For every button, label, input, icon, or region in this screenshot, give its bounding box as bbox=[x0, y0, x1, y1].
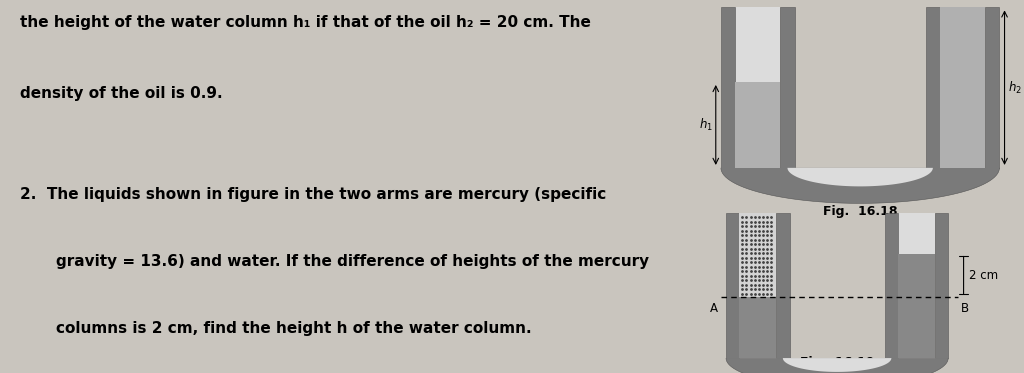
Bar bbox=[776, 213, 790, 358]
Text: 2.  The liquids shown in figure in the two arms are mercury (specific: 2. The liquids shown in figure in the tw… bbox=[20, 186, 607, 201]
Text: Fig.  16.18: Fig. 16.18 bbox=[823, 205, 897, 218]
Text: $h_2$: $h_2$ bbox=[1008, 79, 1022, 96]
Bar bbox=[940, 7, 985, 168]
Bar bbox=[735, 82, 780, 168]
Bar bbox=[739, 213, 776, 358]
Bar bbox=[898, 213, 935, 358]
PathPatch shape bbox=[782, 358, 891, 372]
Text: $h_1$: $h_1$ bbox=[698, 117, 713, 133]
Text: B: B bbox=[961, 302, 969, 315]
Bar bbox=[885, 213, 898, 358]
Text: gravity = 13.6) and water. If the difference of heights of the mercury: gravity = 13.6) and water. If the differ… bbox=[56, 254, 649, 269]
Text: A: A bbox=[710, 302, 718, 315]
Bar bbox=[985, 7, 999, 168]
Bar bbox=[898, 254, 935, 358]
PathPatch shape bbox=[721, 168, 999, 203]
Bar bbox=[735, 7, 780, 168]
Bar bbox=[780, 7, 795, 168]
Bar bbox=[926, 7, 940, 168]
Bar bbox=[935, 213, 948, 358]
Text: columns is 2 cm, find the height h of the water column.: columns is 2 cm, find the height h of th… bbox=[56, 321, 531, 336]
Bar bbox=[940, 7, 985, 168]
Bar bbox=[739, 297, 776, 358]
Bar bbox=[739, 213, 776, 297]
Text: 2 cm: 2 cm bbox=[969, 269, 997, 282]
PathPatch shape bbox=[787, 168, 933, 186]
PathPatch shape bbox=[726, 358, 948, 373]
Text: density of the oil is 0.9.: density of the oil is 0.9. bbox=[20, 86, 223, 101]
Bar bbox=[721, 7, 735, 168]
Text: the height of the water column h₁ if that of the oil h₂ = 20 cm. The: the height of the water column h₁ if tha… bbox=[20, 15, 591, 30]
Bar bbox=[726, 213, 739, 358]
Text: Fig.  16.19: Fig. 16.19 bbox=[800, 356, 874, 369]
